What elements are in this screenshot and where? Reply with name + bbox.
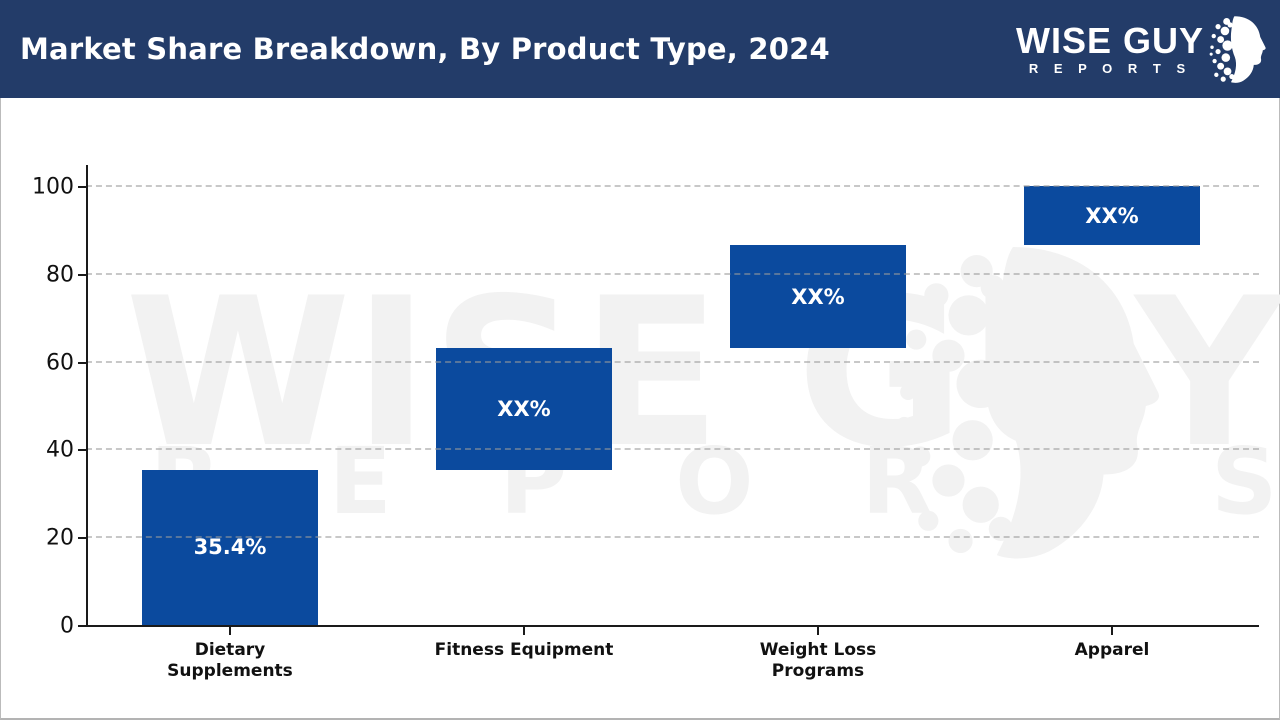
y-tick-label: 0: [60, 613, 74, 639]
x-tick-4: [1111, 627, 1113, 635]
bar-3: [730, 245, 906, 349]
watermark-head-icon: [880, 225, 1170, 575]
y-tick-20: [78, 537, 86, 540]
gridline-y-80: [86, 272, 1259, 275]
gridline-y-100: [86, 185, 1259, 187]
logo-subtitle: R E P O R T S: [1028, 60, 1192, 76]
y-tick-60: [78, 361, 86, 364]
x-tick-1: [229, 627, 231, 635]
y-tick-label: 60: [46, 350, 74, 376]
x-category-label: Fitness Equipment: [434, 640, 614, 660]
header-bar: Market Share Breakdown, By Product Type,…: [0, 0, 1280, 98]
gridline-y-40: [86, 448, 1259, 451]
x-tick-2: [523, 627, 525, 635]
x-category-label: Dietary Supplements: [167, 640, 293, 681]
y-tick-label: 100: [32, 174, 74, 200]
x-category-label: Weight Loss Programs: [759, 640, 877, 681]
y-tick-40: [78, 449, 86, 452]
logo-wordmark: WISE GUY: [1015, 19, 1204, 61]
bar-4: [1024, 186, 1200, 246]
y-tick-0: [78, 625, 86, 627]
gridline-y-60: [86, 360, 1259, 363]
gridline-y-20: [86, 536, 1259, 539]
wise-guy-reports-logo: WISE GUY R E P O R T S: [1016, 9, 1280, 89]
bar-value-label: XX%: [791, 284, 845, 309]
page-title: Market Share Breakdown, By Product Type,…: [20, 32, 830, 66]
x-axis: [86, 625, 1259, 627]
y-tick-label: 80: [46, 262, 74, 288]
y-tick-label: 20: [46, 525, 74, 551]
y-tick-80: [78, 273, 86, 276]
x-tick-3: [817, 627, 819, 635]
x-category-label: Apparel: [1074, 640, 1150, 660]
y-axis: [86, 165, 88, 627]
logo-text: WISE GUY R E P O R T S: [1015, 19, 1204, 77]
y-tick-100: [78, 186, 86, 188]
bar-value-label: 35.4%: [193, 535, 267, 560]
bar-value-label: XX%: [1085, 203, 1139, 228]
bar-1: [142, 469, 318, 625]
bar-value-label: XX%: [497, 397, 551, 421]
y-tick-label: 40: [46, 437, 74, 463]
head-profile-icon: [1206, 9, 1268, 89]
